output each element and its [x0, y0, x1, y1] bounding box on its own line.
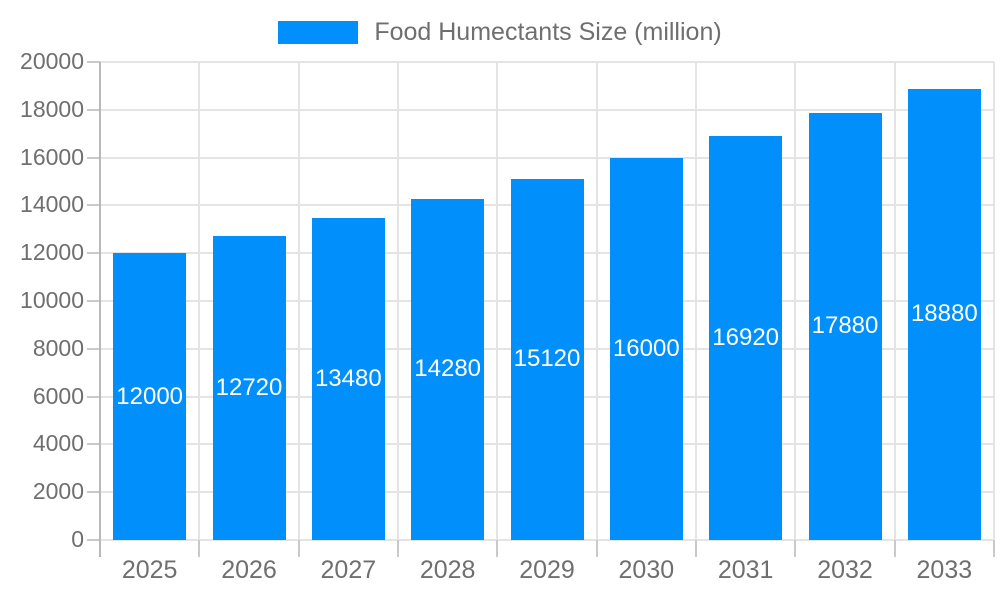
x-axis-tick	[297, 540, 300, 557]
legend: Food Humectants Size (million)	[0, 18, 1000, 47]
x-axis-tick	[496, 540, 499, 557]
bar	[311, 217, 385, 540]
y-axis-label: 6000	[32, 382, 84, 409]
x-axis-tick	[993, 540, 995, 557]
x-axis-label: 2029	[519, 556, 575, 584]
gridline-vertical	[297, 62, 300, 540]
bar-value-label: 12000	[116, 382, 184, 410]
y-axis-tick	[87, 443, 100, 446]
y-axis-tick	[87, 491, 100, 494]
gridline-horizontal	[100, 61, 994, 63]
bar	[808, 112, 882, 540]
y-axis-tick	[87, 300, 100, 302]
bar-value-label: 15120	[513, 345, 581, 373]
bar-value-label: 16000	[612, 334, 680, 362]
gridline-horizontal	[100, 156, 994, 159]
gridline-vertical	[198, 62, 201, 540]
gridline-vertical	[397, 62, 399, 540]
y-axis-label: 16000	[20, 143, 84, 170]
y-axis-tick	[87, 539, 100, 541]
bar	[510, 178, 584, 540]
x-axis-label: 2033	[916, 556, 973, 584]
y-axis-label: 4000	[32, 430, 84, 457]
gridline-vertical	[595, 62, 598, 540]
y-axis-tick	[87, 108, 100, 111]
y-axis-line	[99, 62, 101, 557]
bar-value-label: 17880	[811, 312, 879, 340]
x-axis-label: 2032	[817, 556, 873, 584]
y-axis-label: 18000	[20, 95, 84, 122]
x-axis-tick	[397, 540, 399, 557]
gridline-vertical	[496, 62, 499, 540]
x-axis-label: 2025	[121, 556, 178, 584]
gridline-vertical	[695, 62, 697, 540]
bar	[411, 198, 485, 540]
x-axis-label: 2028	[419, 556, 476, 584]
legend-label: Food Humectants Size (million)	[374, 18, 722, 46]
gridline-horizontal	[100, 539, 994, 541]
x-axis-tick	[595, 540, 598, 557]
bar-value-label: 12720	[215, 373, 283, 401]
x-axis-label: 2030	[618, 556, 675, 584]
bar	[609, 157, 683, 540]
bar	[212, 235, 286, 540]
y-axis-tick	[87, 61, 100, 63]
gridline-horizontal	[100, 108, 994, 111]
bar-value-label: 14280	[414, 355, 482, 383]
x-axis-tick	[198, 540, 201, 557]
bar	[907, 88, 981, 540]
y-axis-label: 0	[71, 525, 84, 552]
x-axis-label: 2027	[320, 556, 377, 584]
x-axis-label: 2026	[221, 556, 277, 584]
bar-value-label: 18880	[910, 300, 978, 328]
y-axis-label: 10000	[20, 286, 84, 313]
x-axis-tick	[695, 540, 697, 557]
x-axis-label: 2031	[717, 556, 774, 584]
y-axis-tick	[87, 395, 100, 398]
x-axis-tick	[794, 540, 797, 557]
bar-value-label: 13480	[314, 364, 382, 392]
bar-value-label: 16920	[712, 323, 780, 351]
legend-swatch	[278, 21, 359, 44]
y-axis-tick	[87, 204, 100, 207]
gridline-vertical	[893, 62, 896, 540]
bar	[709, 135, 783, 540]
y-axis-label: 8000	[32, 334, 84, 361]
bar	[113, 253, 187, 540]
y-axis-label: 20000	[20, 47, 84, 74]
gridline-vertical	[993, 62, 995, 540]
y-axis-tick	[87, 156, 100, 159]
y-axis-label: 2000	[32, 478, 84, 505]
y-axis-label: 14000	[20, 191, 84, 218]
y-axis-tick	[87, 252, 100, 255]
y-axis-label: 12000	[20, 239, 84, 266]
x-axis-tick	[893, 540, 896, 557]
gridline-vertical	[794, 62, 797, 540]
y-axis-tick	[87, 347, 100, 350]
